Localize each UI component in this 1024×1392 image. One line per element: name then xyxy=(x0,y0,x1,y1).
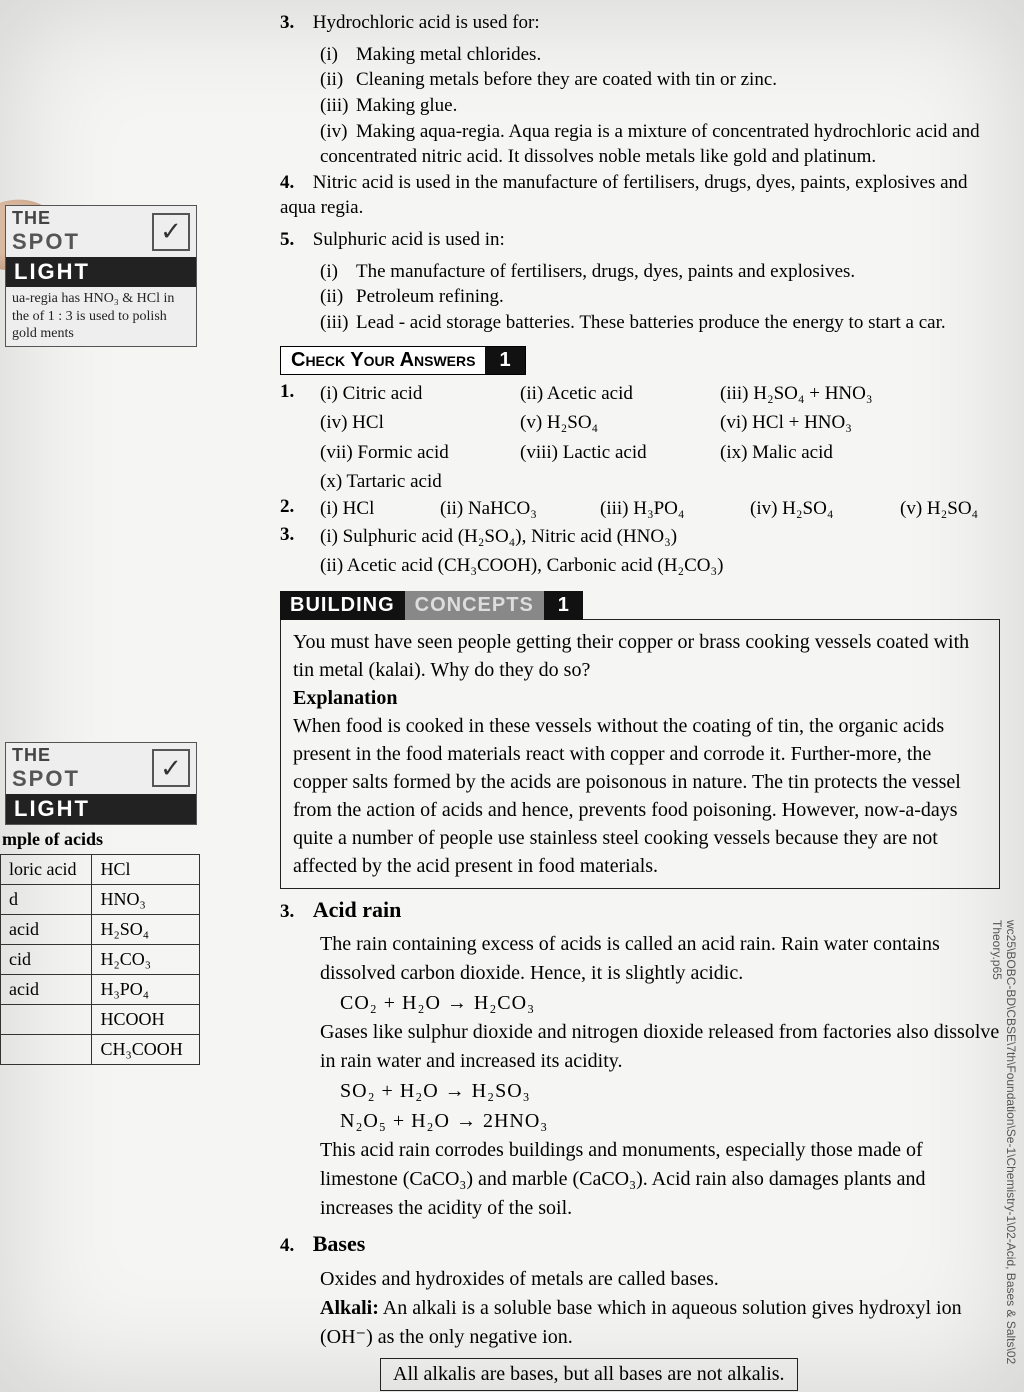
spotlight-caption: ua-regia has HNO₃ & HCl in the of 1 : 3 … xyxy=(6,287,196,346)
ans1-num: 1. xyxy=(280,381,308,403)
check-t1: Check Your Answers xyxy=(281,347,485,374)
bases-footer-box: All alkalis are bases, but all bases are… xyxy=(380,1358,798,1391)
acidrain-eq2: SO₂ + H₂O → H₂SO₃ xyxy=(280,1076,1000,1106)
q5-num: 5. xyxy=(280,227,308,253)
ans1-row4: (x) Tartaric acid xyxy=(280,467,1000,496)
cell: d xyxy=(1,884,92,914)
spotlight-box-1: THE SPOT ✓ LIGHT ua-regia has HNO₃ & HCl… xyxy=(5,205,197,347)
ans3-l1: (i) Sulphuric acid (H₂SO₄), Nitric acid … xyxy=(280,522,1000,551)
bases-title: Bases xyxy=(313,1231,366,1256)
building-b1: BUILDING xyxy=(280,591,405,620)
bases-p1: Oxides and hydroxides of metals are call… xyxy=(280,1265,1000,1294)
acidrain-p2: Gases like sulphur dioxide and nitrogen … xyxy=(280,1018,1000,1076)
ans1-row3: (vii) Formic acid(viii) Lactic acid(ix) … xyxy=(280,438,1000,467)
cell xyxy=(1,1034,92,1064)
q5: 5. Sulphuric acid is used in: xyxy=(280,227,1000,253)
q3-ii: (ii)Cleaning metals before they are coat… xyxy=(280,67,1000,93)
acidrain-eq1: CO₂ + H₂O → H₂CO₃ xyxy=(280,988,1000,1018)
q5-lead: Sulphuric acid is used in: xyxy=(313,229,505,250)
acidrain-p1: The rain containing excess of acids is c… xyxy=(280,930,1000,988)
q5-i: (i)The manufacture of fertilisers, drugs… xyxy=(280,259,1000,285)
q3-lead: Hydrochloric acid is used for: xyxy=(313,12,540,33)
bases-h: 4. Bases xyxy=(280,1229,1000,1259)
q3: 3. Hydrochloric acid is used for: xyxy=(280,10,1000,36)
cell: acid xyxy=(1,914,92,944)
cell: H₂SO₄ xyxy=(92,914,200,944)
acidrain-eq3: N₂O₅ + H₂O → 2HNO₃ xyxy=(280,1106,1000,1136)
spotlight-spot-2: SPOT xyxy=(12,766,152,792)
q3-i: (i)Making metal chlorides. xyxy=(280,42,1000,68)
side-footer-text: wc25\BOBC-BD\CBSE\7th\Foundation\Se-1\Ch… xyxy=(990,920,1018,1392)
acidrain-title: Acid rain xyxy=(313,897,402,922)
cell: cid xyxy=(1,944,92,974)
q4-num: 4. xyxy=(280,170,308,196)
cell: loric acid xyxy=(1,854,92,884)
spotlight-the: THE xyxy=(12,208,152,229)
q3-iv: (iv)Making aqua-regia. Aqua regia is a m… xyxy=(280,119,1000,170)
concept-explanation: When food is cooked in these vessels wit… xyxy=(293,712,987,880)
cell: CH₃COOH xyxy=(92,1034,200,1064)
bases-num: 4. xyxy=(280,1233,308,1259)
ans3-num: 3. xyxy=(280,524,308,546)
cell: HNO₃ xyxy=(92,884,200,914)
q5-iii: (iii)Lead - acid storage batteries. Thes… xyxy=(280,310,1000,336)
concept-explanation-h: Explanation xyxy=(293,684,987,712)
ans2-num: 2. xyxy=(280,496,308,518)
q4-txt: Nitric acid is used in the manufacture o… xyxy=(280,172,968,219)
spotlight-box-2: THE SPOT ✓ LIGHT xyxy=(5,742,197,825)
bases-alkali-text: An alkali is a soluble base which in aqu… xyxy=(320,1297,962,1348)
check-answers-header: Check Your Answers 1 xyxy=(280,346,526,375)
building-b3: 1 xyxy=(544,591,583,620)
cell: H₃PO₄ xyxy=(92,974,200,1004)
acid-table: loric acidHCl dHNO₃ acidH₂SO₄ cidH₂CO₃ a… xyxy=(0,854,200,1065)
cell xyxy=(1,1004,92,1034)
ans1-row2: (iv) HCl(v) H₂SO₄(vi) HCl + HNO₃ xyxy=(280,408,1000,437)
bases-alkali-label: Alkali: xyxy=(320,1297,379,1319)
acid-rain-h: 3. Acid rain xyxy=(280,895,1000,925)
ans1-row1: (i) Citric acid(ii) Acetic acid(iii) H₂S… xyxy=(280,379,1000,408)
q3-num: 3. xyxy=(280,10,308,36)
building-concepts-header: BUILDING CONCEPTS 1 xyxy=(280,591,583,620)
concept-box: You must have seen people getting their … xyxy=(280,619,1000,889)
ans3-l2: (ii) Acetic acid (CH₃COOH), Carbonic aci… xyxy=(280,551,1000,580)
check-icon: ✓ xyxy=(152,213,190,251)
ans2-row: (i) HCl(ii) NaHCO₃(iii) H₃PO₄(iv) H₂SO₄(… xyxy=(280,494,1000,523)
cell: H₂CO₃ xyxy=(92,944,200,974)
spotlight-the-2: THE xyxy=(12,745,152,766)
acidrain-p3: This acid rain corrodes buildings and mo… xyxy=(280,1136,1000,1223)
cell: HCl xyxy=(92,854,200,884)
check-t2: 1 xyxy=(485,347,524,374)
cell: HCOOH xyxy=(92,1004,200,1034)
concept-q: You must have seen people getting their … xyxy=(293,628,987,684)
building-b2: CONCEPTS xyxy=(405,591,544,620)
q5-ii: (ii)Petroleum refining. xyxy=(280,284,1000,310)
spotlight-light: LIGHT xyxy=(6,257,196,287)
q4: 4. Nitric acid is used in the manufactur… xyxy=(280,170,1000,221)
spotlight-spot: SPOT xyxy=(12,229,152,255)
spotlight-light-2: LIGHT xyxy=(6,794,196,824)
acid-table-title: mple of acids xyxy=(0,825,200,854)
q3-iii: (iii)Making glue. xyxy=(280,93,1000,119)
check-icon-2: ✓ xyxy=(152,749,190,787)
acidrain-num: 3. xyxy=(280,899,308,925)
bases-p2: Alkali: An alkali is a soluble base whic… xyxy=(280,1294,1000,1352)
cell: acid xyxy=(1,974,92,1004)
